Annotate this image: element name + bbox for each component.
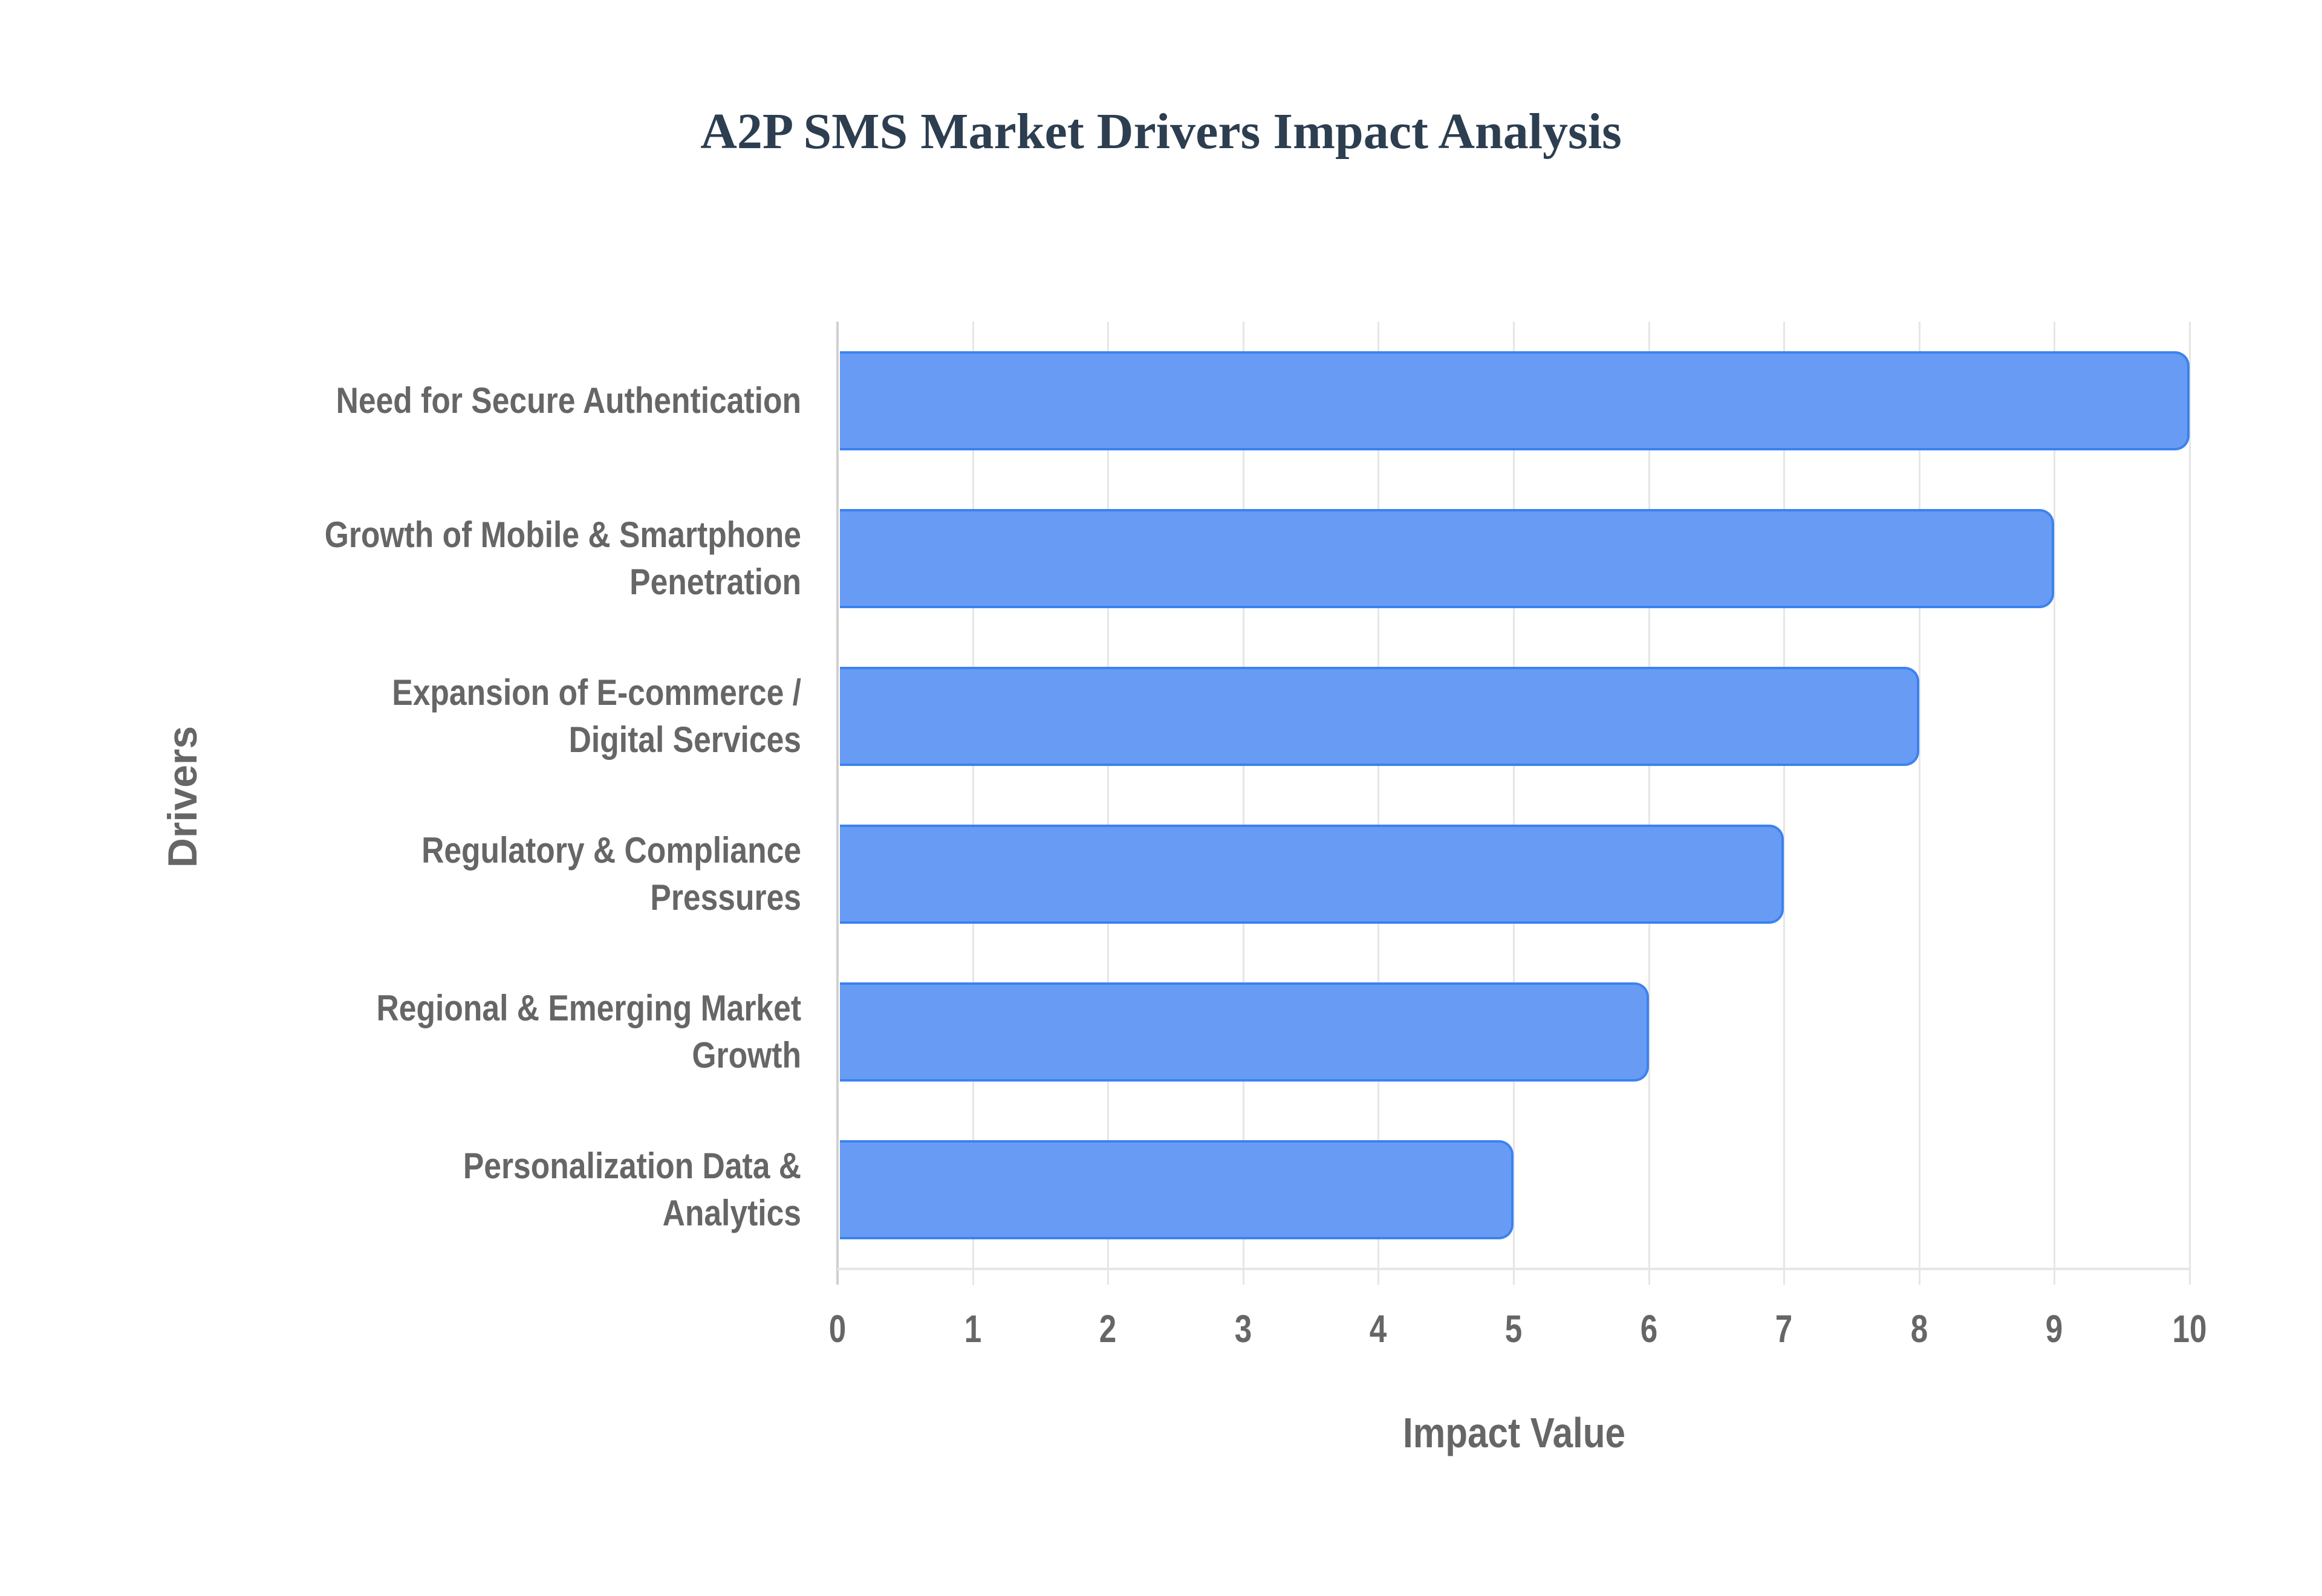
gridline bbox=[2189, 322, 2191, 1285]
x-tick-label: 4 bbox=[1370, 1307, 1387, 1351]
category-label-line: Regional & Emerging Market bbox=[376, 988, 801, 1029]
category-label-line: Analytics bbox=[662, 1193, 801, 1234]
category-label-line: Personalization Data & bbox=[463, 1146, 801, 1187]
x-tick-label: 7 bbox=[1775, 1307, 1793, 1351]
category-label-line: Need for Secure Authentication bbox=[336, 380, 801, 421]
category-label: Need for Secure Authentication bbox=[177, 377, 801, 424]
x-axis-title: Impact Value bbox=[1402, 1409, 1626, 1456]
x-tick-label: 1 bbox=[964, 1307, 981, 1351]
category-label: Regulatory & Compliance Pressures bbox=[177, 827, 801, 921]
category-label-line: Penetration bbox=[629, 561, 801, 602]
gridline bbox=[1918, 322, 1920, 1285]
category-label: Expansion of E-commerce / Digital Service… bbox=[177, 669, 801, 764]
x-tick-label: 2 bbox=[1099, 1307, 1117, 1351]
y-axis-line bbox=[836, 322, 839, 1285]
bar[interactable] bbox=[840, 982, 1649, 1082]
x-tick-label: 0 bbox=[828, 1307, 847, 1351]
category-label-line: Growth bbox=[692, 1035, 801, 1076]
category-label-line: Regulatory & Compliance bbox=[421, 830, 801, 871]
x-tick-label: 8 bbox=[1910, 1307, 1928, 1351]
gridline bbox=[2054, 322, 2056, 1285]
bar[interactable] bbox=[840, 1140, 1514, 1240]
category-label: Personalization Data & Analytics bbox=[177, 1143, 801, 1237]
gridline bbox=[1242, 322, 1244, 1285]
category-label: Regional & Emerging Market Growth bbox=[177, 985, 801, 1079]
gridline bbox=[1783, 322, 1786, 1285]
plot-area bbox=[836, 322, 2191, 1285]
gridline bbox=[972, 322, 974, 1285]
gridline bbox=[1513, 322, 1515, 1285]
x-tick-label: 6 bbox=[1640, 1307, 1657, 1351]
x-tick-label: 9 bbox=[2046, 1307, 2063, 1351]
category-label-line: Pressures bbox=[650, 877, 801, 918]
bar[interactable] bbox=[840, 508, 2055, 608]
chart-title: A2P SMS Market Drivers Impact Analysis bbox=[700, 103, 1622, 160]
category-label-line: Digital Services bbox=[568, 719, 801, 760]
category-label-line: Growth of Mobile & Smartphone bbox=[324, 514, 801, 555]
bar[interactable] bbox=[840, 825, 1784, 924]
category-label-line: Expansion of E-commerce / bbox=[392, 672, 801, 713]
bar[interactable] bbox=[840, 666, 1919, 766]
x-axis-line bbox=[837, 1268, 2190, 1270]
bar[interactable] bbox=[840, 351, 2190, 450]
gridline bbox=[1377, 322, 1380, 1285]
x-tick-label: 3 bbox=[1234, 1307, 1252, 1351]
gridline bbox=[1107, 322, 1110, 1285]
category-label: Growth of Mobile & Smartphone Penetration bbox=[177, 511, 801, 606]
gridline bbox=[1648, 322, 1650, 1285]
x-tick-label: 5 bbox=[1504, 1307, 1523, 1351]
x-tick-label: 10 bbox=[2172, 1307, 2207, 1351]
